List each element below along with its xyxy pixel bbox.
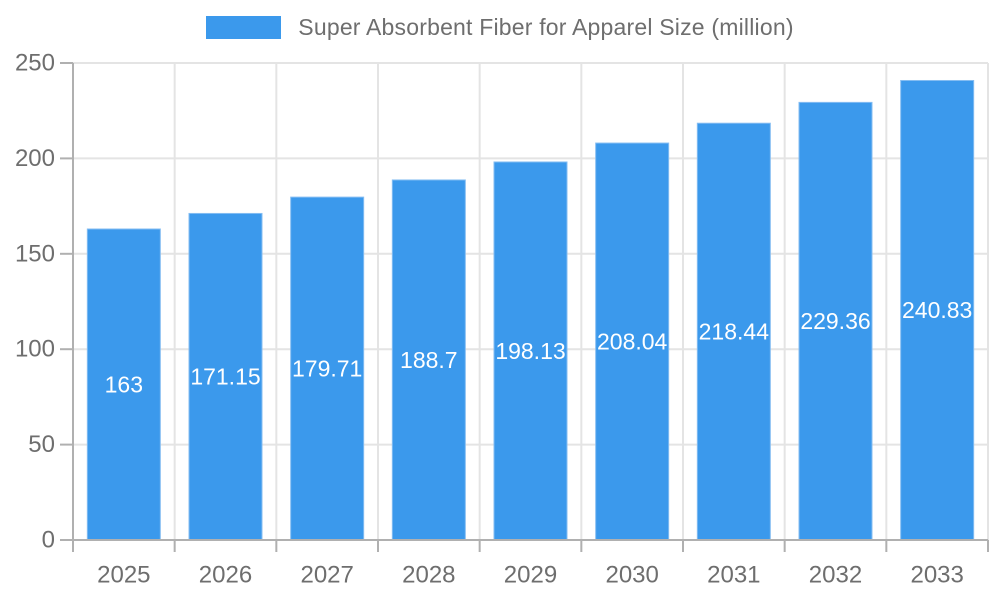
- x-axis-tick-label: 2030: [605, 562, 658, 589]
- y-axis-tick-label: 200: [15, 145, 55, 172]
- x-axis-tick-label: 2029: [504, 562, 557, 589]
- y-axis-tick-label: 100: [15, 336, 55, 363]
- bar[interactable]: [188, 212, 263, 541]
- x-axis-tick-label: 2026: [199, 562, 252, 589]
- bar-value-label: 240.83: [902, 297, 972, 323]
- chart-legend-item[interactable]: Super Absorbent Fiber for Apparel Size (…: [0, 14, 1000, 41]
- x-axis-tick-label: 2033: [910, 562, 963, 589]
- x-axis-tick-label: 2032: [809, 562, 862, 589]
- bar[interactable]: [86, 228, 161, 541]
- x-axis-tick-label: 2028: [402, 562, 455, 589]
- bar-value-label: 179.71: [292, 356, 362, 382]
- bar-value-label: 229.36: [800, 308, 870, 334]
- bar[interactable]: [798, 101, 873, 541]
- legend-label: Super Absorbent Fiber for Apparel Size (…: [298, 14, 794, 40]
- bar-value-label: 163: [105, 371, 143, 397]
- bar-value-label: 198.13: [495, 338, 565, 364]
- bar-value-label: 188.7: [400, 347, 458, 373]
- bar[interactable]: [900, 79, 975, 541]
- bar-value-label: 171.15: [190, 364, 260, 390]
- bar[interactable]: [290, 196, 365, 541]
- x-axis-tick-label: 2025: [97, 562, 150, 589]
- x-axis-tick-label: 2031: [707, 562, 760, 589]
- bar[interactable]: [696, 122, 771, 541]
- x-axis-tick-label: 2027: [300, 562, 353, 589]
- y-axis-tick-label: 250: [15, 50, 55, 77]
- bar[interactable]: [391, 179, 466, 541]
- y-axis-tick-label: 50: [28, 431, 55, 458]
- legend-swatch-icon: [206, 16, 282, 39]
- bar[interactable]: [493, 161, 568, 541]
- bar-value-label: 218.44: [699, 319, 770, 345]
- y-axis-tick-label: 0: [42, 527, 55, 554]
- y-axis-tick-label: 150: [15, 240, 55, 267]
- bar-value-label: 208.04: [597, 329, 668, 355]
- bar[interactable]: [595, 142, 670, 541]
